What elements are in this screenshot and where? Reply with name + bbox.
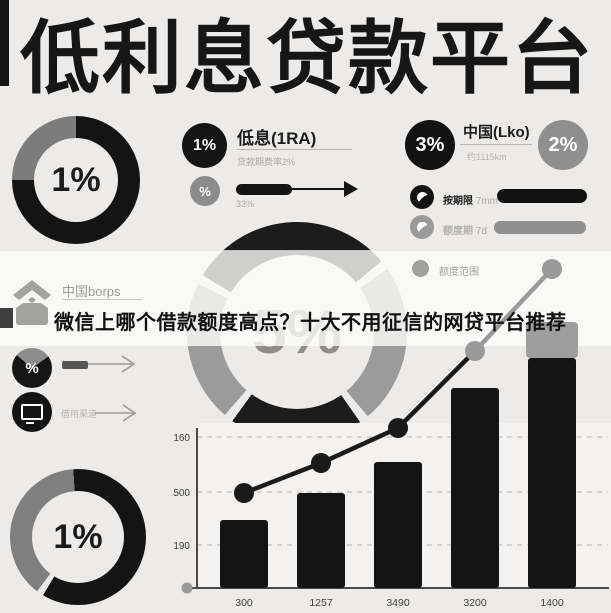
home-icon (10, 278, 54, 333)
bar-note: 33% (236, 199, 255, 209)
svg-text:190: 190 (173, 541, 190, 552)
combo-chart: 160 500 190 300 1257 3490 3200 1400 (173, 259, 611, 609)
svg-text:1400: 1400 (540, 597, 564, 609)
svg-text:300: 300 (235, 597, 253, 609)
section-subtext: 贷款期费率2% (237, 157, 296, 167)
donut-hole: 1% (31, 490, 125, 584)
percent-badge: % (12, 348, 52, 388)
list-item-label: 额度期 (443, 226, 473, 237)
section-subtext: 约1115km (467, 152, 507, 162)
gauge-icon (410, 185, 434, 209)
svg-text:3200: 3200 (463, 597, 487, 609)
divider (460, 144, 532, 145)
headline-banner (0, 250, 611, 346)
donut-hole: 1% (33, 137, 119, 223)
svg-text:3490: 3490 (386, 597, 410, 609)
section-heading: 中国(Lko) (463, 124, 530, 141)
list-item-value: 7mm (475, 196, 499, 207)
monitor-icon (12, 392, 52, 432)
svg-text:160: 160 (173, 433, 190, 444)
svg-text:1257: 1257 (309, 597, 333, 609)
svg-text:500: 500 (173, 488, 190, 499)
gauge-icon (410, 215, 434, 239)
donut-value: 1% (53, 517, 103, 556)
donut-chart-top-left: 1% (12, 116, 140, 244)
progress-bar (236, 184, 292, 195)
rate-badge-gray: 2% (538, 120, 588, 170)
donut-value: 1% (51, 160, 101, 199)
arrow-right-icon (88, 355, 144, 378)
value-bar-gray (494, 221, 586, 234)
arrow-right-icon (95, 404, 145, 427)
divider (237, 149, 352, 150)
progress-bar-small (62, 361, 88, 369)
corner-mark (0, 0, 9, 86)
page-title: 低利息贷款平台 (20, 14, 594, 103)
bullet-dot-icon (412, 260, 429, 277)
headline-text: 微信上哪个借款额度高点？十大不用征信的网贷平台推荐 (54, 312, 567, 334)
list-item: 额度期 7d (443, 222, 487, 237)
list-item: 按期限 7mm (443, 192, 498, 207)
list-item-value: 7d (475, 226, 487, 237)
list-item-label: 按期限 (443, 196, 473, 207)
section-heading: 低息(1RA) (237, 129, 317, 148)
channel-label: 借用渠道 (61, 409, 98, 419)
percent-badge: % (190, 176, 220, 206)
list-item-label: 额度范围 (439, 267, 479, 278)
divider (62, 299, 142, 300)
brand-label: 中国borps (62, 284, 121, 299)
donut-chart-bottom-left: 1% (10, 469, 146, 605)
value-bar-black (497, 189, 587, 203)
arrow-right-icon (344, 181, 358, 197)
rate-badge-black: 3% (405, 120, 455, 170)
arrow-shaft (288, 188, 346, 190)
banner-edge-mark (0, 308, 13, 328)
rate-badge: 1% (182, 123, 227, 168)
